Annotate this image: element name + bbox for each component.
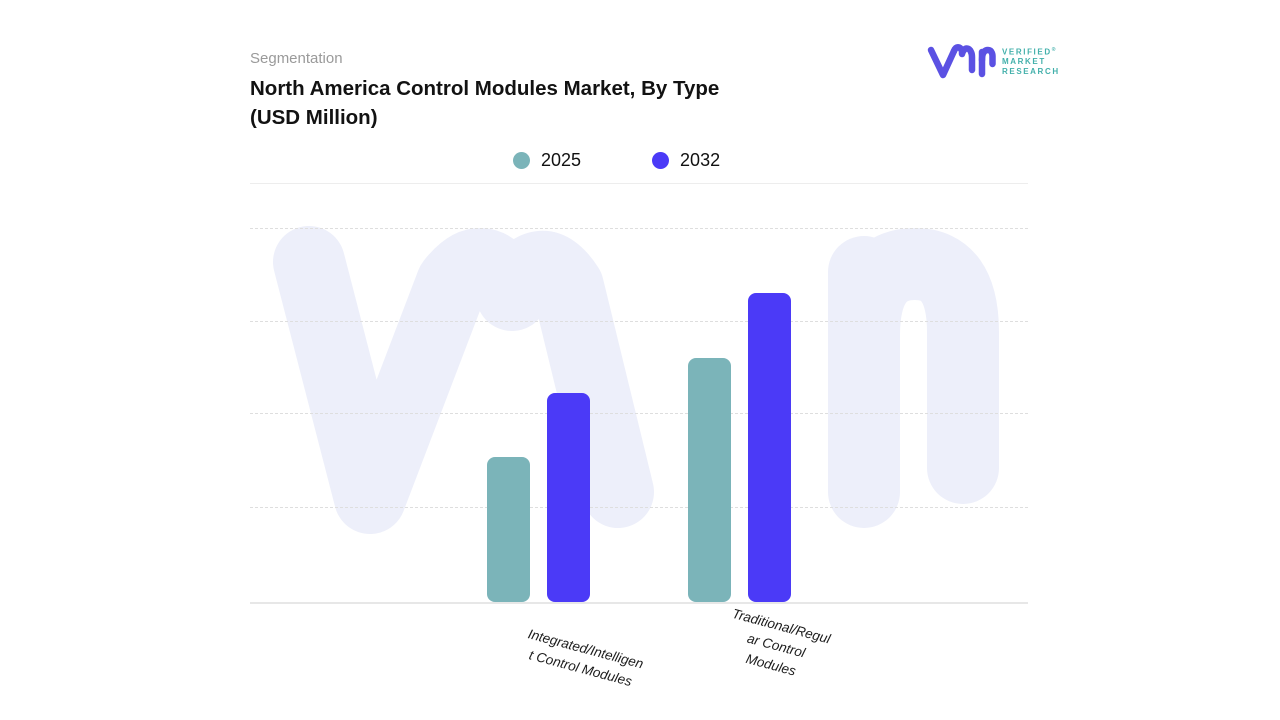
legend-dot-2025-icon — [513, 152, 530, 169]
brand-logo: VERIFIED® MARKET RESEARCH — [926, 40, 1060, 82]
x-axis-label-traditional: Traditional/Regul ar Control Modules — [730, 605, 833, 679]
bar-2025-traditional[interactable] — [688, 357, 731, 602]
legend: 2025 2032 — [513, 150, 720, 171]
plot-area — [250, 222, 1028, 604]
vmr-watermark-icon — [273, 226, 999, 534]
page-title: North America Control Modules Market, By… — [250, 77, 720, 129]
gridline — [250, 507, 1028, 508]
legend-item-2025[interactable]: 2025 — [513, 150, 581, 171]
legend-label-2025: 2025 — [541, 150, 582, 170]
bar-2032-integrated[interactable] — [547, 392, 590, 602]
bar-group-traditional — [688, 222, 791, 602]
eyebrow-segmentation: Segmentation — [250, 50, 343, 67]
gridline — [250, 413, 1028, 414]
gridline — [250, 321, 1028, 322]
legend-item-2032[interactable]: 2032 — [652, 150, 720, 171]
legend-divider — [250, 183, 1028, 184]
bar-2032-traditional[interactable] — [748, 292, 791, 602]
registered-mark: ® — [1051, 46, 1056, 53]
bar-group-integrated — [487, 222, 590, 602]
vmr-logo-icon — [927, 44, 996, 79]
gridline — [250, 228, 1028, 229]
x-axis-label-integrated: Integrated/Intelligen t Control Modules — [526, 626, 645, 690]
bar-2025-integrated[interactable] — [487, 457, 530, 602]
legend-dot-2032-icon — [652, 152, 670, 169]
legend-label-2032: 2032 — [680, 150, 721, 170]
brand-wordmark: VERIFIED® MARKET RESEARCH — [1002, 46, 1060, 77]
